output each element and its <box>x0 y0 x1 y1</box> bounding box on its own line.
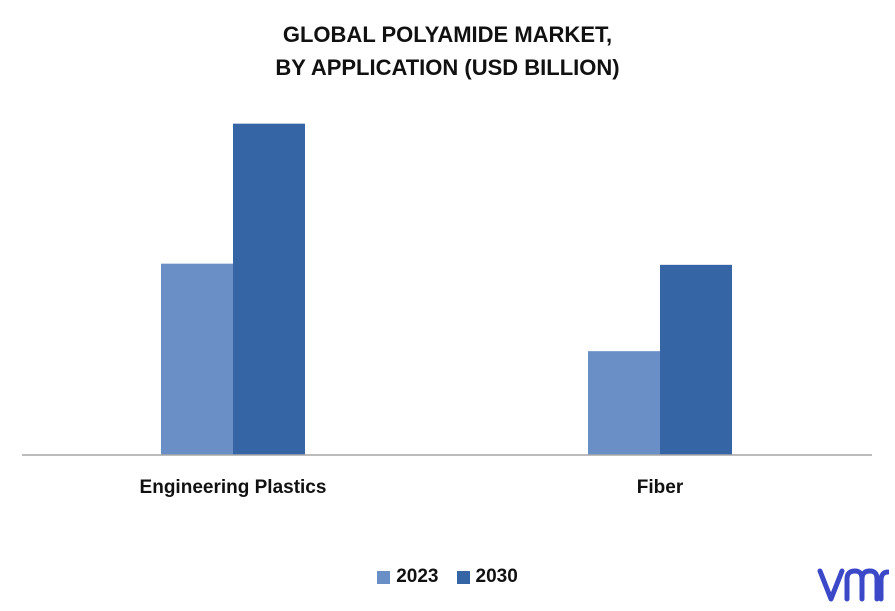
chart-subtitle: BY APPLICATION (USD BILLION) <box>275 55 620 80</box>
bar-2030-engineering-plastics <box>233 123 305 456</box>
legend-item-2023: 2023 <box>377 566 439 588</box>
legend-label-2023: 2023 <box>396 566 439 587</box>
vmr-logo-icon <box>817 568 889 602</box>
bar-2030-fiber <box>660 264 732 455</box>
legend-swatch-2030 <box>456 570 470 584</box>
chart-legend: 2023 2030 <box>0 566 895 588</box>
legend-swatch-2023 <box>377 570 391 584</box>
x-tick-label-engineering-plastics: Engineering Plastics <box>140 477 327 498</box>
legend-item-2030: 2030 <box>456 566 518 588</box>
chart-title: GLOBAL POLYAMIDE MARKET, <box>282 22 613 47</box>
bar-2023-fiber <box>588 351 660 455</box>
chart-title-block: GLOBAL POLYAMIDE MARKET, BY APPLICATION … <box>0 18 895 84</box>
bar-2023-engineering-plastics <box>161 263 233 455</box>
legend-label-2030: 2030 <box>475 566 518 587</box>
x-tick-label-fiber: Fiber <box>637 477 684 498</box>
